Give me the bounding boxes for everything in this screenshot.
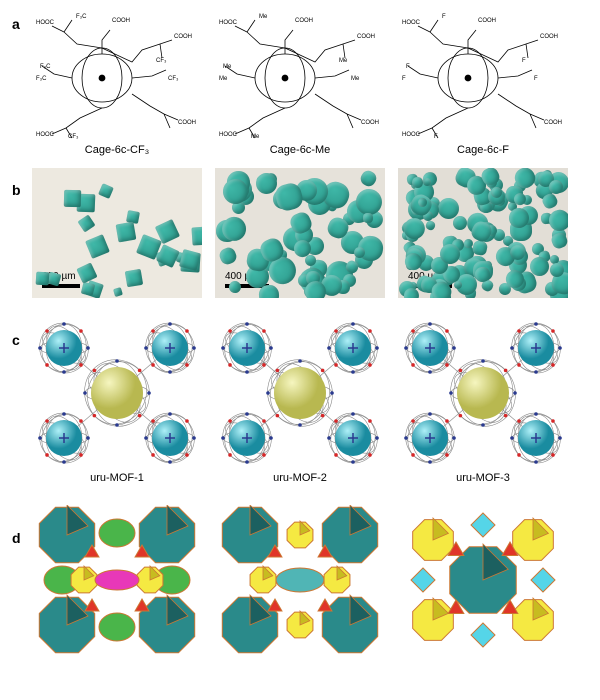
svg-text:HOOC: HOOC bbox=[402, 132, 421, 138]
svg-text:F: F bbox=[442, 14, 446, 20]
chem-cell-0: COOH HOOC HOOC COOH COOH CF₃ F₃C CF₃ F₃C… bbox=[32, 10, 202, 160]
mof-structure-0 bbox=[32, 318, 202, 468]
chem-caption-0: Cage-6c-CF₃ bbox=[85, 144, 149, 156]
svg-text:CF₃: CF₃ bbox=[156, 58, 167, 64]
chem-structure-2: COOH HOOC HOOC COOH COOH F F F F F F bbox=[398, 10, 568, 140]
svg-text:CF₃: CF₃ bbox=[168, 76, 179, 82]
svg-text:F₃C: F₃C bbox=[40, 64, 51, 70]
svg-text:HOOC: HOOC bbox=[402, 20, 421, 26]
poly-cell-0 bbox=[32, 505, 202, 665]
mof-cell-2: uru-MOF-3 bbox=[398, 318, 568, 493]
svg-text:F: F bbox=[402, 76, 406, 82]
svg-text:F: F bbox=[522, 58, 526, 64]
micro-cell-2: 400 µm bbox=[398, 168, 568, 308]
svg-text:F: F bbox=[406, 64, 410, 70]
svg-text:F₃C: F₃C bbox=[76, 14, 87, 20]
mof-structure-2 bbox=[398, 318, 568, 468]
mof-structure-1 bbox=[215, 318, 385, 468]
chem-caption-2: Cage-6c-F bbox=[457, 144, 509, 156]
svg-text:Me: Me bbox=[223, 64, 232, 70]
row-a: COOH HOOC HOOC COOH COOH CF₃ F₃C CF₃ F₃C… bbox=[0, 10, 600, 160]
poly-cell-1 bbox=[215, 505, 385, 665]
chem-cell-1: COOH HOOC HOOC COOH COOH Me Me Me Me Me … bbox=[215, 10, 385, 160]
svg-text:COOH: COOH bbox=[544, 120, 562, 126]
panel-label-a: a bbox=[12, 16, 20, 32]
svg-text:HOOC: HOOC bbox=[36, 20, 55, 26]
svg-text:COOH: COOH bbox=[295, 18, 313, 24]
svg-text:COOH: COOH bbox=[178, 120, 196, 126]
mof-cell-1: uru-MOF-2 bbox=[215, 318, 385, 493]
svg-text:Me: Me bbox=[339, 58, 348, 64]
chem-caption-1: Cage-6c-Me bbox=[270, 144, 331, 156]
polyhedra-2 bbox=[398, 505, 568, 655]
row-b: 300 µm 400 µm 400 µm bbox=[0, 168, 600, 308]
svg-text:HOOC: HOOC bbox=[219, 20, 238, 26]
mof-caption-1: uru-MOF-2 bbox=[273, 472, 327, 484]
micro-cell-1: 400 µm bbox=[215, 168, 385, 308]
row-c: uru-MOF-1 uru-MOF-2 uru-MOF-3 bbox=[0, 318, 600, 493]
svg-text:CF₃: CF₃ bbox=[68, 134, 79, 140]
polyhedra-1 bbox=[215, 505, 385, 655]
svg-text:F: F bbox=[434, 134, 438, 140]
chem-cell-2: COOH HOOC HOOC COOH COOH F F F F F F Cag… bbox=[398, 10, 568, 160]
mof-caption-2: uru-MOF-3 bbox=[456, 472, 510, 484]
poly-cell-2 bbox=[398, 505, 568, 665]
mof-caption-0: uru-MOF-1 bbox=[90, 472, 144, 484]
svg-text:Me: Me bbox=[259, 14, 268, 20]
svg-text:Me: Me bbox=[351, 76, 360, 82]
svg-text:Me: Me bbox=[251, 134, 260, 140]
svg-text:Me: Me bbox=[219, 76, 228, 82]
micro-image-0: 300 µm bbox=[32, 168, 202, 298]
svg-text:HOOC: HOOC bbox=[36, 132, 55, 138]
svg-text:COOH: COOH bbox=[174, 34, 192, 40]
polyhedra-0 bbox=[32, 505, 202, 655]
micro-image-2: 400 µm bbox=[398, 168, 568, 298]
chem-structure-0: COOH HOOC HOOC COOH COOH CF₃ F₃C CF₃ F₃C… bbox=[32, 10, 202, 140]
svg-text:COOH: COOH bbox=[361, 120, 379, 126]
svg-text:COOH: COOH bbox=[478, 18, 496, 24]
panel-label-b: b bbox=[12, 182, 21, 198]
chem-structure-1: COOH HOOC HOOC COOH COOH Me Me Me Me Me … bbox=[215, 10, 385, 140]
svg-text:HOOC: HOOC bbox=[219, 132, 238, 138]
svg-text:COOH: COOH bbox=[112, 18, 130, 24]
row-d bbox=[0, 505, 600, 665]
micro-image-1: 400 µm bbox=[215, 168, 385, 298]
svg-text:COOH: COOH bbox=[540, 34, 558, 40]
micro-cell-0: 300 µm bbox=[32, 168, 202, 308]
svg-text:F₃C: F₃C bbox=[36, 76, 47, 82]
mof-cell-0: uru-MOF-1 bbox=[32, 318, 202, 493]
panel-label-d: d bbox=[12, 530, 21, 546]
svg-text:F: F bbox=[534, 76, 538, 82]
panel-label-c: c bbox=[12, 332, 20, 348]
svg-text:COOH: COOH bbox=[357, 34, 375, 40]
